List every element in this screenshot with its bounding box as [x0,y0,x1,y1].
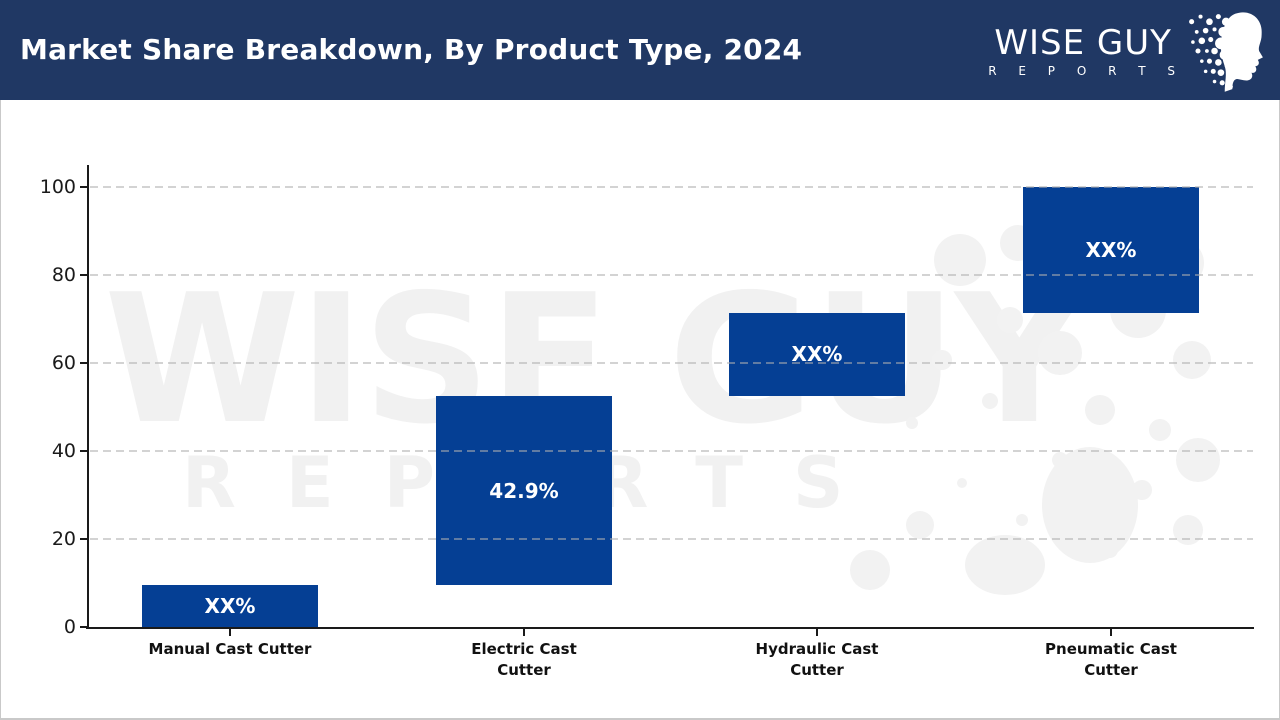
x-tick-mark [1110,629,1112,636]
y-tick-label: 100 [39,175,76,198]
x-tick-label-line: Electric Cast [471,640,577,658]
gridline-y-60 [90,361,1253,364]
y-tick-label: 0 [63,616,76,638]
x-tick-label: Hydraulic Cast Cutter [707,639,927,681]
brand-logo-name: WISE GUY [994,22,1172,63]
header-bar: Market Share Breakdown, By Product Type,… [0,0,1280,100]
x-tick-label-line: Cutter [790,661,844,679]
x-tick-label-line: Cutter [497,661,551,679]
bar-value-label: XX% [1085,237,1137,262]
x-axis-spine [86,627,1254,629]
y-tick-mark [80,537,87,540]
x-tick-label-line: Manual Cast Cutter [148,640,312,658]
y-tick-label: 20 [51,527,76,550]
gridline-y-100 [90,185,1253,188]
x-tick-mark [523,629,525,636]
brand-logo-text: WISE GUY R E P O R T S [982,25,1184,78]
bar-value-label: XX% [204,594,256,619]
gridline-y-80 [90,273,1253,276]
gridline-y-20 [90,537,1253,540]
x-tick-label: Electric Cast Cutter [414,639,634,681]
x-tick-label: Manual Cast Cutter [120,639,340,660]
y-tick-mark [80,361,87,364]
bar-value-label: XX% [791,342,843,367]
page-title: Market Share Breakdown, By Product Type,… [20,33,803,66]
bar-hydraulic-cast-cutter [729,312,905,397]
y-tick-label: 40 [51,439,76,462]
y-axis-spine [87,165,89,629]
y-tick-mark [80,449,87,452]
y-tick-label: 80 [51,263,76,286]
x-tick-label-line: Pneumatic Cast [1045,640,1177,658]
x-tick-label-line: Hydraulic Cast [755,640,879,658]
x-tick-label: Pneumatic Cast Cutter [1001,639,1221,681]
x-tick-label-line: Cutter [1084,661,1138,679]
bar-manual-cast-cutter [142,585,318,627]
bar-value-label: 42.9% [489,478,559,503]
y-tick-mark [80,185,87,188]
brand-logo-subtitle: R E P O R T S [988,63,1184,78]
gridline-y-40 [90,449,1253,452]
brand-logo: WISE GUY R E P O R T S [982,8,1266,94]
y-tick-mark [80,626,87,628]
x-tick-mark [229,629,231,636]
bar-pneumatic-cast-cutter [1023,186,1199,313]
y-tick-mark [80,273,87,276]
dotted-face-profile-icon [1189,12,1263,92]
bar-electric-cast-cutter [436,396,612,586]
y-tick-label: 60 [51,351,76,374]
x-tick-mark [816,629,818,636]
